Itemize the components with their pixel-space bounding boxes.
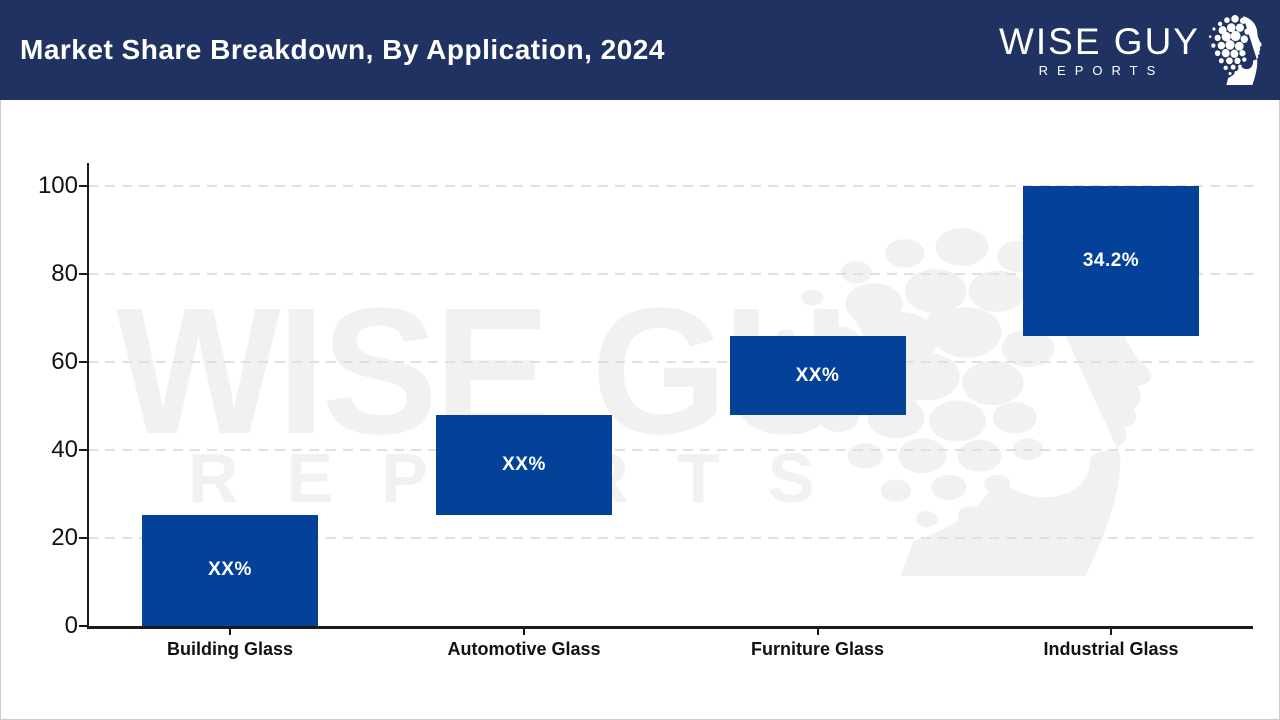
gridline-20 xyxy=(88,537,1256,539)
x-axis-line xyxy=(87,626,1253,629)
brand-dot-face-logo-icon xyxy=(1204,15,1266,85)
waterfall-chart: 0 20 40 60 80 100 XX% XX% XX% 34.2% Building Glass… xyxy=(0,100,1280,720)
bar-value-label-automotive-glass: XX% xyxy=(502,453,546,475)
brand-subtitle-text: REPORTS xyxy=(1038,62,1165,78)
gridline-100 xyxy=(88,185,1256,187)
x-axis-category-label-furniture-glass: Furniture Glass xyxy=(750,639,885,659)
y-axis-tick-mark-20 xyxy=(79,537,87,539)
y-axis-tick-label-0: 0 xyxy=(64,612,78,639)
header-bar: Market Share Breakdown, By Application, … xyxy=(0,0,1280,100)
bar-furniture-glass: XX% xyxy=(729,336,906,416)
bar-automotive-glass: XX% xyxy=(436,415,612,515)
y-axis-tick-label-80: 80 xyxy=(51,260,78,287)
y-axis-tick-label-60: 60 xyxy=(51,348,78,375)
gridline-80 xyxy=(88,273,1256,275)
y-axis-tick-label-40: 40 xyxy=(51,436,78,463)
page-title: Market Share Breakdown, By Application, … xyxy=(20,34,665,65)
bar-industrial-glass: 34.2% xyxy=(1023,186,1199,337)
bar-value-label-furniture-glass: XX% xyxy=(795,364,840,386)
x-axis-tick-mark-building-glass xyxy=(229,628,231,635)
y-axis-line xyxy=(87,163,89,628)
y-axis-tick-mark-40 xyxy=(79,449,87,451)
x-axis-category-label-automotive-glass: Automotive Glass xyxy=(447,639,601,659)
brand-logo: WISE GUY REPORTS xyxy=(999,0,1266,100)
x-axis-tick-mark-industrial-glass xyxy=(1110,628,1112,635)
x-axis-category-label-building-glass: Building Glass xyxy=(166,639,294,659)
y-axis-tick-mark-80 xyxy=(79,273,87,275)
x-axis-category-label-industrial-glass: Industrial Glass xyxy=(1043,639,1179,659)
bar-value-label-industrial-glass: 34.2% xyxy=(1082,250,1140,272)
x-axis-tick-mark-furniture-glass xyxy=(816,628,819,635)
gridline-40 xyxy=(88,449,1256,451)
brand-wordmark: WISE GUY REPORTS xyxy=(999,23,1200,78)
x-axis-tick-mark-automotive-glass xyxy=(523,628,525,635)
y-axis-tick-mark-60 xyxy=(79,361,87,363)
bar-building-glass: XX% xyxy=(142,514,318,626)
y-axis-tick-mark-0 xyxy=(79,625,87,627)
brand-name-text: WISE GUY xyxy=(998,20,1200,62)
bar-value-label-building-glass: XX% xyxy=(208,559,252,581)
y-axis-tick-mark-100 xyxy=(79,185,87,187)
gridline-60 xyxy=(88,361,1256,363)
y-axis-tick-label-100: 100 xyxy=(37,172,78,199)
y-axis-tick-label-20: 20 xyxy=(51,524,78,551)
